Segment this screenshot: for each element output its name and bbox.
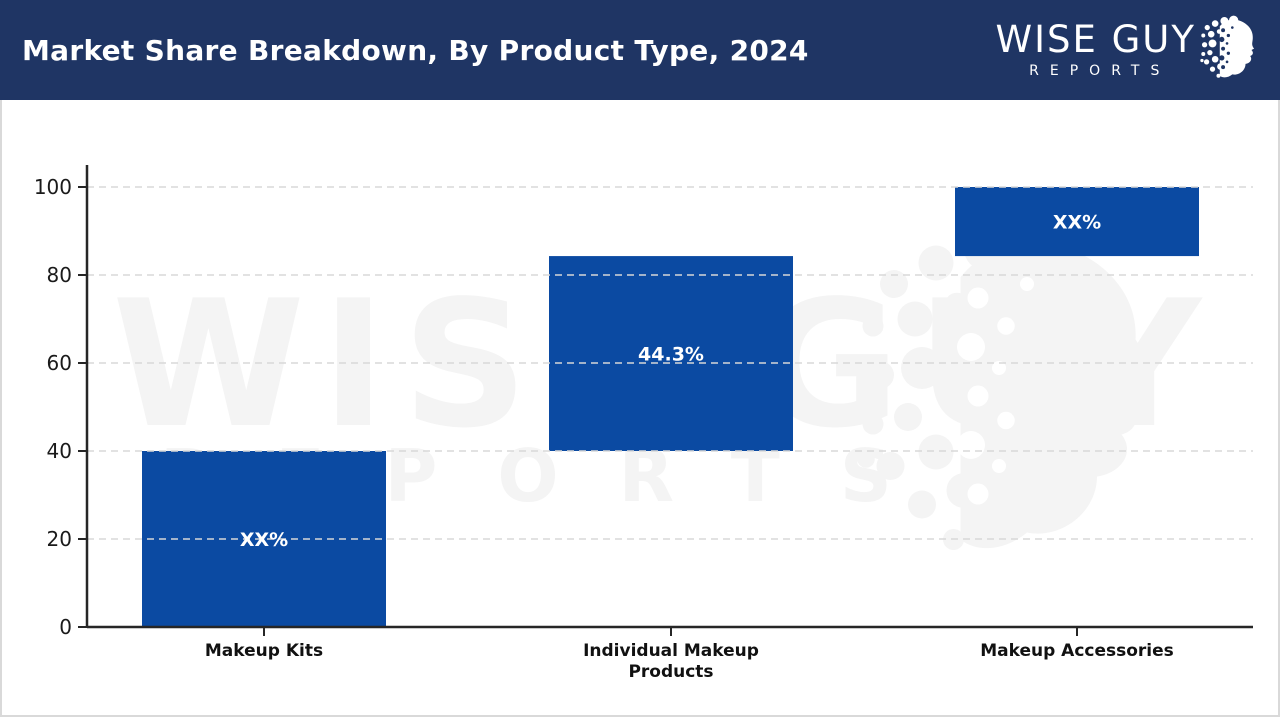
logo-head-icon (1200, 15, 1255, 78)
y-tick-label: 100 (34, 175, 72, 199)
bar-segment-1 (549, 256, 793, 451)
logo-wiseguy-label: WISE GUY (995, 18, 1196, 62)
head-dot-hole (1219, 55, 1225, 61)
page-title: Market Share Breakdown, By Product Type,… (22, 33, 809, 67)
logo-text: WISE GUY REPORTS (995, 18, 1196, 79)
head-dot-hole (1225, 60, 1229, 64)
y-tick-label: 60 (47, 351, 72, 375)
head-dot (1209, 66, 1216, 72)
y-tick-label: 0 (59, 615, 72, 639)
bar-value-label: XX% (1053, 212, 1101, 234)
x-category-label: Makeup Accessories (980, 641, 1174, 661)
head-dot-hole (1221, 65, 1226, 70)
head-dot (1211, 20, 1219, 27)
head-dot-hole (1221, 46, 1226, 51)
x-category-label: Individual Makeup Products (583, 641, 759, 682)
head-dot (1203, 59, 1210, 65)
head-dot-hole (1221, 28, 1226, 33)
head-dot-hole (1231, 26, 1234, 29)
head-dot-hole (1225, 42, 1229, 45)
header-bar: Market Share Breakdown, By Product Type,… (0, 0, 1280, 100)
head-dot (1201, 51, 1206, 56)
head-dot (1216, 73, 1221, 78)
bar-value-label: 44.3% (638, 344, 704, 366)
y-tick-label: 40 (47, 439, 72, 463)
y-tick-label: 20 (47, 527, 72, 551)
head-dot (1211, 55, 1219, 63)
head-dot-hole (1219, 36, 1225, 43)
head-dot (1201, 33, 1206, 38)
x-category-label: Makeup Kits (205, 641, 323, 661)
head-dot (1200, 58, 1204, 63)
head-dot (1201, 42, 1208, 48)
head-dot-hole (1226, 51, 1231, 55)
y-tick-label: 80 (47, 263, 72, 287)
head-dot-hole (1226, 33, 1231, 38)
logo-reports-label: REPORTS (1029, 62, 1171, 79)
bar-value-label: XX% (240, 529, 288, 551)
head-dot (1207, 30, 1215, 38)
head-dot (1208, 39, 1217, 48)
head-dot (1207, 50, 1213, 56)
wise-guy-reports-logo: WISE GUY REPORTS (996, 12, 1264, 88)
head-dot (1204, 24, 1210, 31)
